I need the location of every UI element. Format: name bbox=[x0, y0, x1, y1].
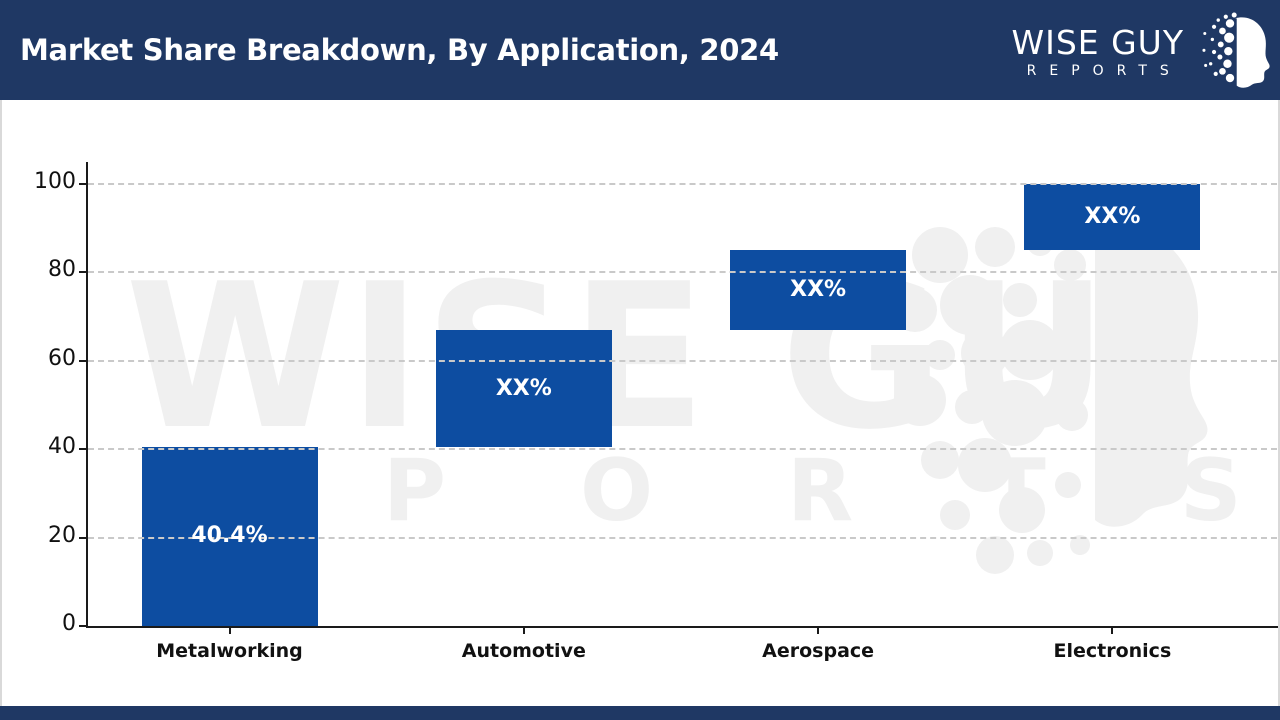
x-tick-label-electronics: Electronics bbox=[1053, 640, 1172, 662]
gridline-80 bbox=[88, 271, 1277, 274]
bar-label-aerospace: XX% bbox=[790, 277, 847, 303]
y-tick-label-80: 80 bbox=[48, 257, 76, 283]
brand-logo-name: WISE GUY bbox=[1011, 23, 1184, 63]
brand-logo-subtitle: REPORTS bbox=[1026, 62, 1182, 79]
gridline-60 bbox=[88, 359, 1277, 362]
x-tick-label-automotive: Automotive bbox=[461, 640, 586, 662]
brand-logo: WISE GUY REPORTS bbox=[1011, 12, 1272, 92]
header-bar: Market Share Breakdown, By Application, … bbox=[0, 0, 1280, 100]
footer-bar bbox=[0, 706, 1280, 720]
brand-head-icon bbox=[1202, 12, 1270, 88]
gridline-20 bbox=[88, 536, 1277, 539]
x-axis-spine bbox=[86, 626, 1278, 628]
chart-title: Market Share Breakdown, By Application, … bbox=[20, 33, 779, 67]
x-tick-mark-metalworking bbox=[228, 627, 231, 634]
y-tick-mark-40 bbox=[79, 448, 88, 451]
x-tick-mark-electronics bbox=[1111, 627, 1114, 634]
bar-aerospace bbox=[730, 250, 907, 330]
y-tick-mark-100 bbox=[79, 183, 88, 185]
y-tick-label-60: 60 bbox=[48, 345, 76, 371]
y-tick-mark-60 bbox=[79, 359, 88, 362]
y-tick-label-40: 40 bbox=[48, 434, 76, 460]
x-tick-mark-aerospace bbox=[817, 627, 820, 634]
y-tick-mark-0 bbox=[79, 625, 88, 627]
bar-label-automotive: XX% bbox=[495, 375, 552, 401]
y-tick-label-20: 20 bbox=[48, 522, 76, 548]
x-tick-mark-automotive bbox=[522, 627, 525, 634]
y-tick-label-100: 100 bbox=[34, 169, 76, 194]
y-tick-label-0: 0 bbox=[62, 611, 76, 636]
x-tick-label-aerospace: Aerospace bbox=[762, 640, 875, 662]
brand-logo-text: WISE GUY REPORTS bbox=[1011, 23, 1184, 79]
gridline-40 bbox=[88, 448, 1277, 451]
x-tick-label-metalworking: Metalworking bbox=[156, 640, 303, 662]
y-axis-spine bbox=[86, 162, 88, 628]
bar-label-metalworking: 40.4% bbox=[191, 523, 268, 549]
bar-label-electronics: XX% bbox=[1084, 204, 1141, 229]
bar-automotive bbox=[435, 329, 612, 448]
y-tick-mark-80 bbox=[79, 271, 88, 274]
y-tick-mark-20 bbox=[79, 536, 88, 539]
gridline-100 bbox=[88, 183, 1277, 185]
